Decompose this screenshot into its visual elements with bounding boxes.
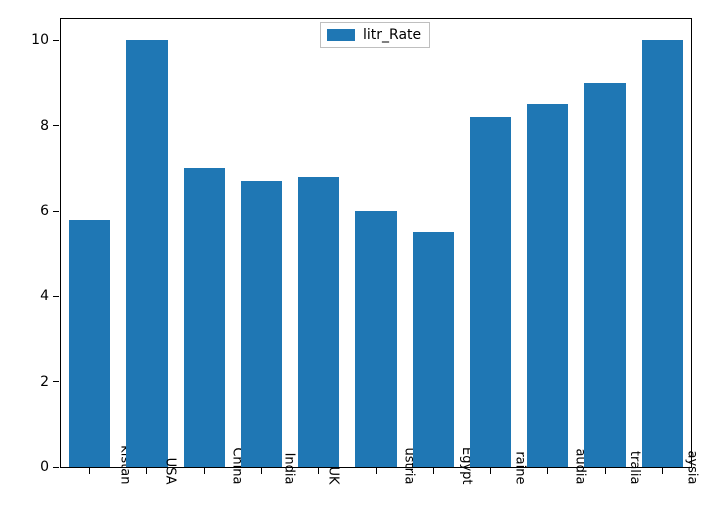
ytick	[53, 125, 59, 126]
ytick	[53, 40, 59, 41]
xtick-label: aysia	[685, 450, 700, 484]
xtick-label: India	[282, 453, 297, 485]
ytick	[53, 467, 59, 468]
ytick-label: 2	[40, 374, 49, 390]
bar	[642, 40, 683, 467]
xtick	[547, 468, 548, 474]
ytick	[53, 381, 59, 382]
ytick-label: 8	[40, 118, 49, 134]
xtick	[605, 468, 606, 474]
ytick-label: 4	[40, 288, 49, 304]
ytick-label: 0	[40, 459, 49, 475]
xtick	[318, 468, 319, 474]
xtick-label: tralia	[627, 451, 642, 485]
bar	[241, 181, 282, 467]
ytick	[53, 211, 59, 212]
chart-container: 0246810kistanUSAChinaIndiaUKustriaEgyptr…	[60, 18, 692, 468]
xtick	[433, 468, 434, 474]
legend: litr_Rate	[320, 22, 430, 48]
xtick	[146, 468, 147, 474]
ytick-label: 10	[31, 32, 49, 48]
xtick	[89, 468, 90, 474]
bar	[470, 117, 511, 467]
bar	[413, 232, 454, 467]
ytick-label: 6	[40, 203, 49, 219]
legend-swatch	[327, 29, 355, 41]
bar	[527, 104, 568, 467]
xtick	[662, 468, 663, 474]
bar	[184, 168, 225, 467]
xtick-label: USA	[162, 458, 177, 485]
bar	[584, 83, 625, 467]
xtick-label: UK	[325, 466, 340, 484]
bar	[69, 220, 110, 467]
xtick	[261, 468, 262, 474]
bar	[126, 40, 167, 467]
xtick	[204, 468, 205, 474]
bar	[298, 177, 339, 467]
legend-label: litr_Rate	[363, 27, 421, 43]
xtick	[376, 468, 377, 474]
plot-area: 0246810kistanUSAChinaIndiaUKustriaEgyptr…	[60, 18, 692, 468]
ytick	[53, 296, 59, 297]
xtick-label: raine	[512, 451, 527, 484]
bar	[355, 211, 396, 467]
xtick	[490, 468, 491, 474]
